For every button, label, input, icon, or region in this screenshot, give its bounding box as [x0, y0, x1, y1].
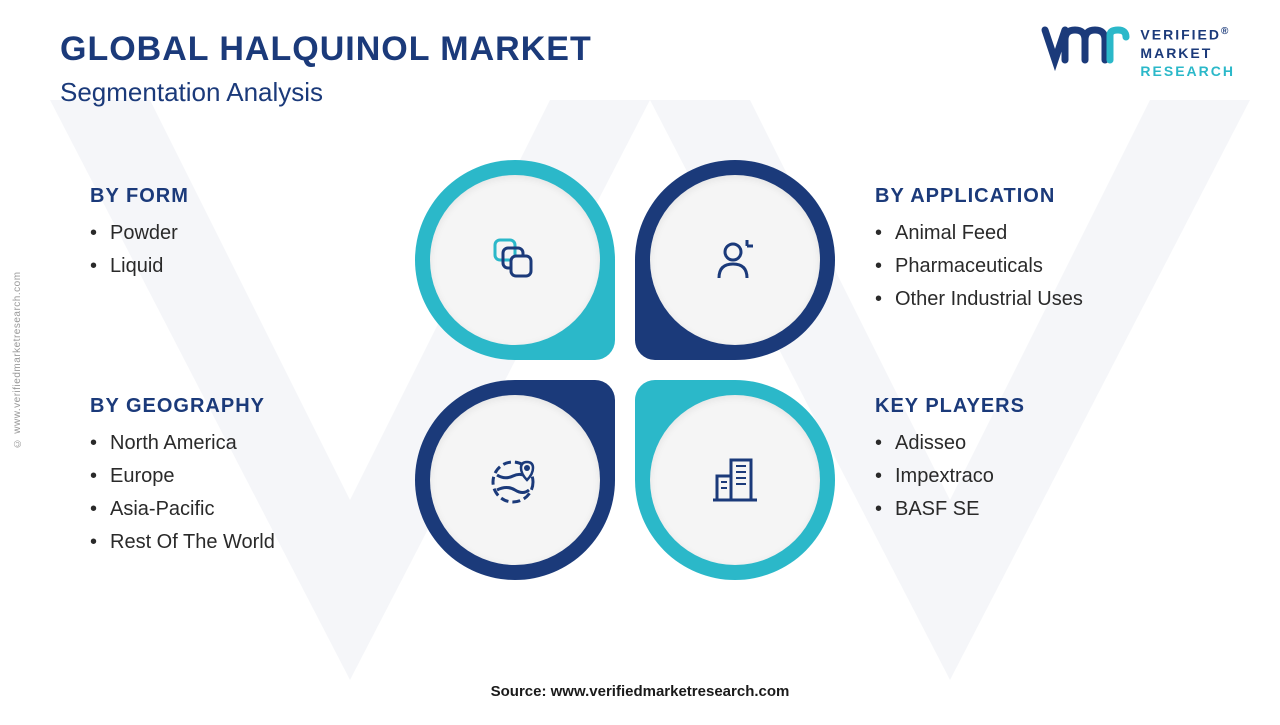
segment-heading: BY APPLICATION	[875, 185, 1083, 208]
petal-keyplayers	[635, 380, 835, 580]
segment-list: Animal Feed Pharmaceuticals Other Indust…	[875, 222, 1083, 311]
segment-geography: BY GEOGRAPHY North America Europe Asia-P…	[90, 395, 275, 564]
vmr-mark-icon	[1040, 25, 1130, 80]
building-icon	[705, 450, 765, 510]
page-subtitle: Segmentation Analysis	[60, 77, 592, 108]
petal-inner	[650, 395, 820, 565]
segment-list: Adisseo Impextraco BASF SE	[875, 432, 1025, 521]
segment-form: BY FORM Powder Liquid	[90, 185, 189, 288]
layers-icon	[485, 230, 545, 290]
brand-logo: VERIFIED® MARKET RESEARCH	[1040, 25, 1235, 80]
list-item: Animal Feed	[875, 222, 1083, 245]
globe-pin-icon	[485, 450, 545, 510]
brand-text: VERIFIED® MARKET RESEARCH	[1140, 25, 1235, 80]
segment-application: BY APPLICATION Animal Feed Pharmaceutica…	[875, 185, 1083, 321]
person-icon	[705, 230, 765, 290]
list-item: Powder	[90, 222, 189, 245]
source-text: Source: www.verifiedmarketresearch.com	[491, 683, 790, 700]
petal-form	[415, 160, 615, 360]
segment-heading: BY FORM	[90, 185, 189, 208]
petal-inner	[430, 175, 600, 345]
list-item: Rest Of The World	[90, 531, 275, 554]
list-item: Impextraco	[875, 465, 1025, 488]
list-item: Liquid	[90, 255, 189, 278]
segment-keyplayers: KEY PLAYERS Adisseo Impextraco BASF SE	[875, 395, 1025, 531]
petal-inner	[650, 175, 820, 345]
segment-list: North America Europe Asia-Pacific Rest O…	[90, 432, 275, 554]
petal-diagram	[415, 160, 835, 580]
copyright-side: © www.verifiedmarketresearch.com	[12, 271, 23, 448]
petal-geography	[415, 380, 615, 580]
list-item: BASF SE	[875, 498, 1025, 521]
list-item: Pharmaceuticals	[875, 255, 1083, 278]
segment-heading: BY GEOGRAPHY	[90, 395, 275, 418]
page-title: GLOBAL HALQUINOL MARKET	[60, 30, 592, 69]
list-item: Europe	[90, 465, 275, 488]
segment-list: Powder Liquid	[90, 222, 189, 278]
header: GLOBAL HALQUINOL MARKET Segmentation Ana…	[60, 30, 592, 108]
petal-inner	[430, 395, 600, 565]
list-item: Adisseo	[875, 432, 1025, 455]
petal-application	[635, 160, 835, 360]
list-item: North America	[90, 432, 275, 455]
list-item: Asia-Pacific	[90, 498, 275, 521]
segment-heading: KEY PLAYERS	[875, 395, 1025, 418]
list-item: Other Industrial Uses	[875, 288, 1083, 311]
